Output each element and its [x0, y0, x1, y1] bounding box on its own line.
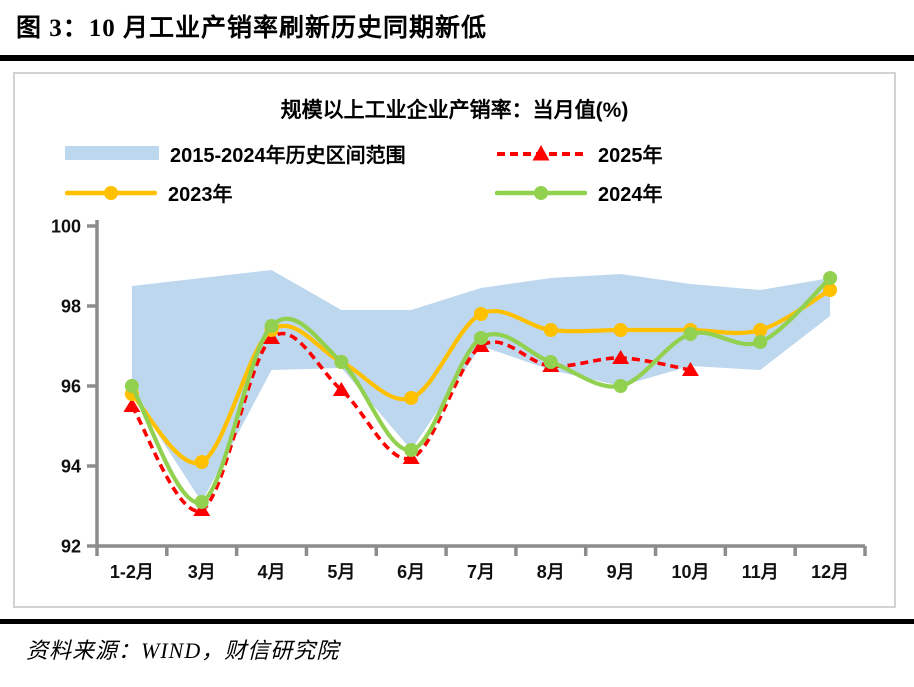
series-2023-marker — [194, 455, 209, 469]
x-tick-label: 6月 — [397, 562, 425, 582]
legend-item-2023: 2023年 — [65, 177, 495, 207]
legend-item-2024: 2024年 — [495, 177, 865, 207]
x-tick-label: 5月 — [327, 562, 355, 582]
series-2023-marker — [404, 391, 419, 405]
x-tick-label: 11月 — [742, 562, 779, 582]
legend-item-band: 2015-2024年历史区间范围 — [65, 138, 495, 168]
y-tick-label: 96 — [61, 377, 81, 397]
band-area — [131, 270, 831, 502]
series-2023-marker — [753, 323, 768, 337]
x-tick-label: 4月 — [258, 562, 286, 582]
y-tick-label: 100 — [51, 217, 81, 237]
series-2023-marker — [543, 323, 558, 337]
legend-label-2025: 2025年 — [598, 144, 663, 167]
y-tick-label: 94 — [61, 457, 81, 477]
plot-area: 92 94 96 98 100 1-2月 3月 4月 5月 6月 7月 8月 9月 10月 11月 12月 — [51, 217, 867, 582]
legend-label-2024: 2024年 — [598, 183, 663, 206]
series-2024-marker — [474, 331, 488, 345]
dashed-triangle-line-icon — [497, 145, 585, 161]
series-2023-marker — [823, 283, 838, 297]
axes: 92 94 96 98 100 1-2月 3月 4月 5月 6月 7月 8月 9月 10月 11月 12月 — [51, 217, 867, 582]
series-2025 — [123, 330, 699, 516]
line-circle-icon-2024 — [495, 186, 587, 200]
series-2024-marker — [543, 355, 558, 369]
figure-title: 图 3：10 月工业产销率刷新历史同期新低 — [16, 15, 488, 42]
y-tick-label: 98 — [61, 297, 81, 317]
legend-item-2025: 2025年 — [495, 138, 865, 168]
series-2024-marker — [334, 355, 349, 369]
series-2025-marker — [681, 362, 699, 376]
series-2024-marker — [753, 335, 768, 349]
series-2025-marker — [123, 398, 141, 412]
source-divider-rule — [0, 619, 914, 624]
chart-legend: 2015-2024年历史区间范围 2025年 2023年 2024年 — [65, 138, 865, 207]
legend-label-band: 2015-2024年历史区间范围 — [170, 144, 406, 167]
x-tick-label: 3月 — [188, 562, 216, 582]
series-2024-marker — [264, 319, 279, 333]
series-2024-marker — [823, 271, 838, 285]
series-2024-marker — [683, 327, 698, 341]
x-tick-label: 12月 — [811, 562, 849, 582]
series-2024 — [124, 271, 838, 509]
x-tick-label: 9月 — [607, 562, 635, 582]
series-2024-marker — [124, 379, 139, 393]
series-2024-marker — [404, 443, 419, 457]
chart-frame: 规模以上工业企业产销率：当月值(%) 2015-2024年历史区间范围 2025… — [13, 72, 896, 608]
title-divider-rule — [0, 55, 914, 61]
x-tick-label: 1-2月 — [110, 562, 154, 582]
series-2024-marker — [613, 379, 628, 393]
plot-wrap: 92 94 96 98 100 1-2月 3月 4月 5月 6月 7月 8月 9月 10月 11月 12月 — [15, 212, 894, 606]
source-note: 资料来源：WIND，财信研究院 — [26, 638, 340, 663]
x-tick-label: 8月 — [537, 562, 565, 582]
line-circle-icon-2023 — [65, 186, 157, 200]
series-2023-marker — [474, 307, 488, 321]
series-2025-marker — [612, 350, 630, 364]
legend-label-2023: 2023年 — [168, 183, 233, 206]
series-2025-marker — [263, 330, 281, 344]
x-tick-label: 10月 — [671, 562, 709, 582]
series-2024-marker — [194, 495, 209, 509]
y-tick-label: 92 — [61, 537, 81, 557]
band-swatch-icon — [65, 146, 159, 160]
series-2025-marker — [332, 382, 350, 396]
x-tick-label: 7月 — [467, 562, 495, 582]
series-2023-marker — [613, 323, 628, 337]
chart-title: 规模以上工业企业产销率：当月值(%) — [280, 99, 629, 122]
